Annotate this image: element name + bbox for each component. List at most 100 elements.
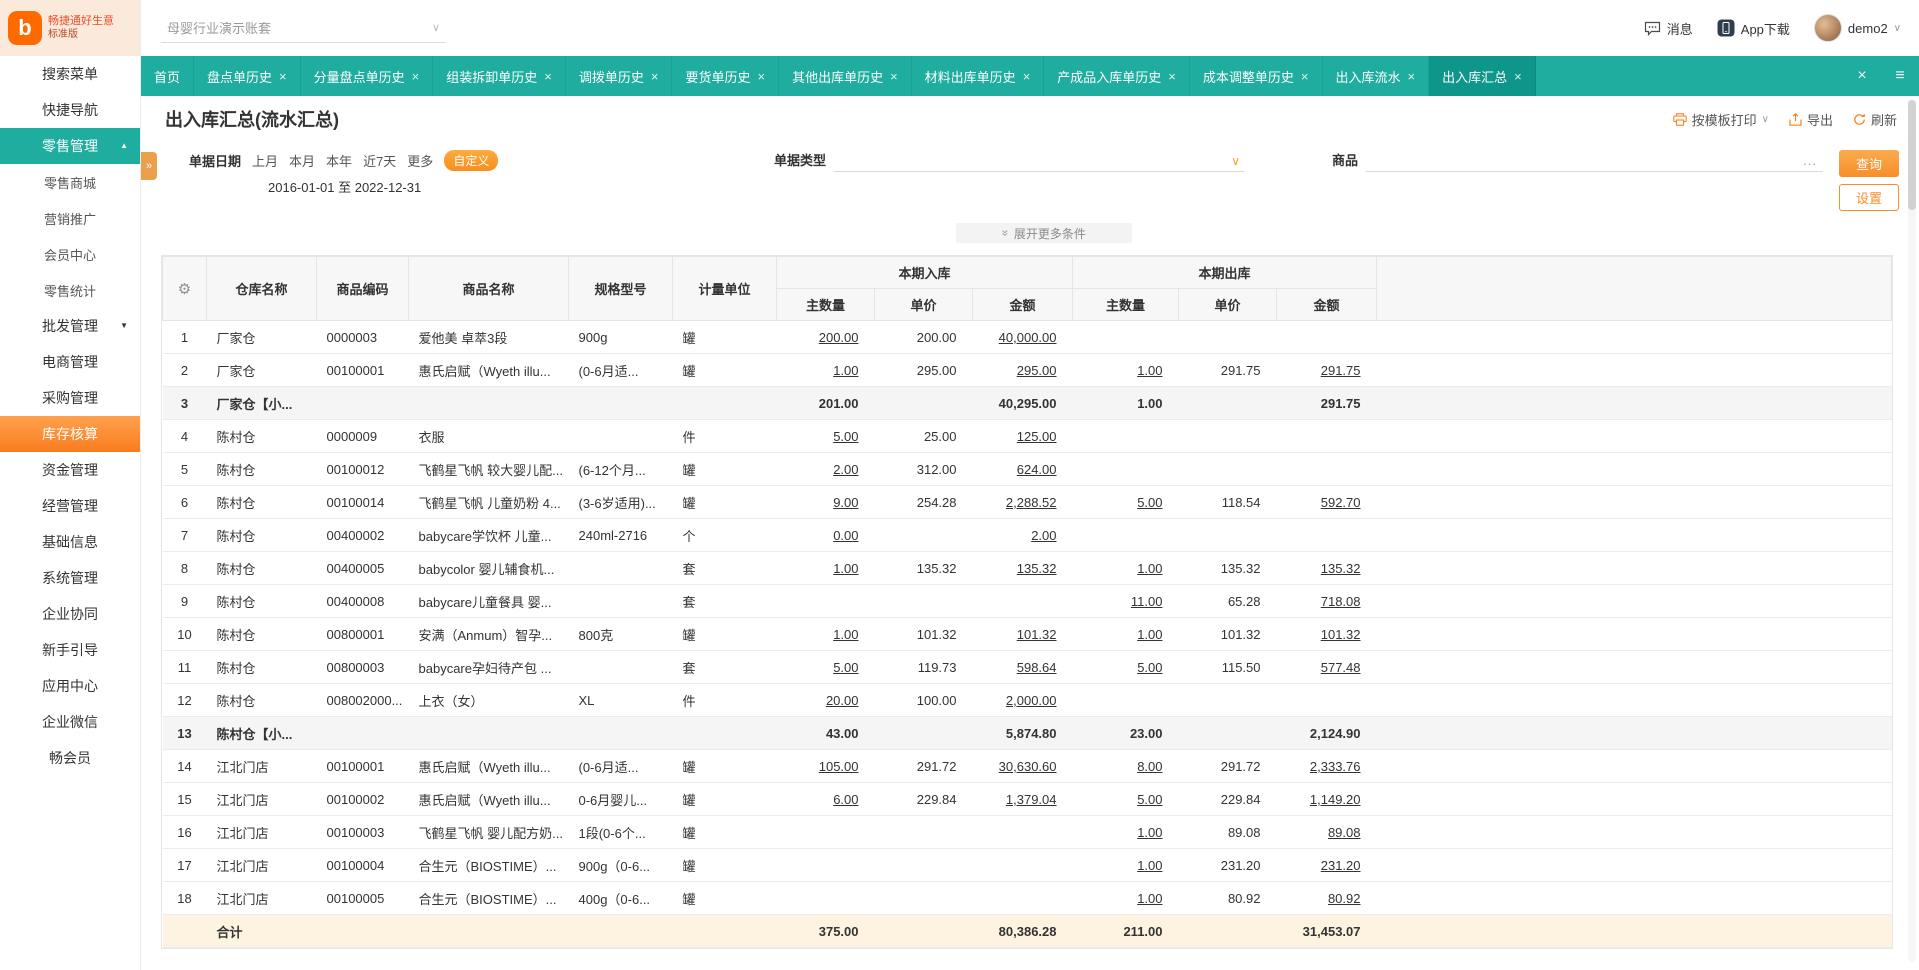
table-row[interactable]: 17 江北门店 00100004 合生元（BIOSTIME）... 900g（0-6..… xyxy=(162,848,1892,882)
value-link[interactable]: 231.20 xyxy=(1320,857,1361,873)
value-link[interactable]: 8.00 xyxy=(1137,758,1163,774)
tab-item[interactable]: 其他出库单历史 × xyxy=(779,56,912,96)
value-link[interactable]: 30,630.60 xyxy=(998,758,1057,774)
value-link[interactable]: 135.32 xyxy=(1016,560,1057,576)
table-row[interactable]: 7 陈村仓 00400002 babycare学饮杯 儿童... 240ml-2716 个… xyxy=(162,518,1892,552)
product-input[interactable]: ... xyxy=(1366,150,1823,172)
date-range-value[interactable]: 2016-01-01 至 2022-12-31 xyxy=(268,180,422,195)
inbound-qty-cell[interactable]: 105.00 xyxy=(776,749,875,783)
outbound-amount-cell[interactable]: 101.32 xyxy=(1276,617,1377,651)
messages-button[interactable]: 消息 xyxy=(1644,19,1693,38)
outbound-amount-cell[interactable]: 89.08 xyxy=(1276,815,1377,849)
gear-icon[interactable]: ⚙ xyxy=(177,280,192,298)
inbound-amount-cell[interactable]: 135.32 xyxy=(972,551,1073,585)
outbound-amount-cell[interactable]: 80.92 xyxy=(1276,881,1377,915)
value-link[interactable]: 0.00 xyxy=(833,527,859,543)
sidebar-item[interactable]: 采购管理 xyxy=(0,380,140,416)
value-link[interactable]: 5.00 xyxy=(1137,659,1163,675)
date-quick-link[interactable]: 更多 xyxy=(407,154,434,169)
col-header-warehouse[interactable]: 仓库名称 xyxy=(206,256,317,321)
sidebar-item[interactable]: 企业微信 xyxy=(0,704,140,740)
value-link[interactable]: 9.00 xyxy=(833,494,859,510)
value-link[interactable]: 1,379.04 xyxy=(1005,791,1057,807)
inbound-amount-cell[interactable]: 1,379.04 xyxy=(972,782,1073,816)
value-link[interactable]: 105.00 xyxy=(818,758,859,774)
outbound-amount-cell[interactable]: 577.48 xyxy=(1276,650,1377,684)
value-link[interactable]: 2,333.76 xyxy=(1309,758,1361,774)
date-quick-link[interactable]: 本年 xyxy=(326,154,353,169)
sidebar-item[interactable]: 营销推广 xyxy=(0,200,140,236)
outbound-qty-cell[interactable]: 8.00 xyxy=(1072,749,1179,783)
value-link[interactable]: 1.00 xyxy=(1137,857,1163,873)
sidebar-item[interactable]: 电商管理 xyxy=(0,344,140,380)
tab-item[interactable]: 出入库流水 × xyxy=(1323,56,1430,96)
sidebar-item[interactable]: 批发管理 ▼ xyxy=(0,308,140,344)
outbound-qty-cell[interactable]: 1.00 xyxy=(1072,353,1179,387)
value-link[interactable]: 1.00 xyxy=(1137,560,1163,576)
value-link[interactable]: 200.00 xyxy=(818,329,859,345)
tab-item[interactable]: 调拨单历史 × xyxy=(566,56,673,96)
sidebar-item[interactable]: 零售管理 ▲ xyxy=(0,128,140,164)
outbound-qty-cell[interactable]: 1.00 xyxy=(1072,881,1179,915)
col-header-name[interactable]: 商品名称 xyxy=(408,256,569,321)
value-link[interactable]: 1.00 xyxy=(833,362,859,378)
value-link[interactable]: 2,000.00 xyxy=(1005,692,1057,708)
col-header-out-amount[interactable]: 金额 xyxy=(1276,288,1377,321)
sidebar-item[interactable]: 新手引导 xyxy=(0,632,140,668)
settings-button[interactable]: 设置 xyxy=(1839,184,1899,211)
outbound-qty-cell[interactable]: 1.00 xyxy=(1072,815,1179,849)
value-link[interactable]: 1.00 xyxy=(833,626,859,642)
total-row[interactable]: 合计 375.00 80,386.28 211.00 31,453.07 xyxy=(162,914,1892,948)
inbound-amount-cell[interactable]: 295.00 xyxy=(972,353,1073,387)
value-link[interactable]: 2.00 xyxy=(1031,527,1057,543)
value-link[interactable]: 1.00 xyxy=(833,560,859,576)
inbound-qty-cell[interactable]: 9.00 xyxy=(776,485,875,519)
outbound-amount-cell[interactable]: 592.70 xyxy=(1276,485,1377,519)
tab-item[interactable]: 出入库汇总 × xyxy=(1429,56,1536,96)
tab-item[interactable]: 要货单历史 × xyxy=(672,56,780,96)
outbound-qty-cell[interactable]: 1.00 xyxy=(1072,848,1179,882)
table-row[interactable]: 10 陈村仓 00800001 安满（Anmum）智孕... 800克罐 1.00 101.… xyxy=(162,617,1892,651)
table-row[interactable]: 5 陈村仓 00100012 飞鹤星飞帆 较大婴儿配... (6-12个月... 罐 2.0… xyxy=(162,452,1892,486)
value-link[interactable]: 718.08 xyxy=(1320,593,1361,609)
tab-close-icon[interactable]: × xyxy=(1407,68,1416,84)
custom-date-badge[interactable]: 自定义 xyxy=(444,150,499,171)
sidebar-item[interactable]: 快捷导航 xyxy=(0,92,140,128)
tab-close-icon[interactable]: × xyxy=(1168,68,1176,84)
table-row[interactable]: 18 江北门店 00100005 合生元（BIOSTIME）... 400g（0-6..… xyxy=(162,881,1892,915)
inbound-qty-cell[interactable]: 6.00 xyxy=(776,782,875,816)
table-row[interactable]: 11 陈村仓 00800003 babycare孕妇待产包 ... 套 5.00 119.7… xyxy=(162,650,1892,684)
value-link[interactable]: 295.00 xyxy=(1016,362,1057,378)
date-quick-link[interactable]: 上月 xyxy=(252,154,279,169)
outbound-qty-cell[interactable]: 5.00 xyxy=(1072,650,1179,684)
value-link[interactable]: 5.00 xyxy=(1137,791,1163,807)
tab-close-icon[interactable]: × xyxy=(544,68,552,84)
inbound-amount-cell[interactable]: 40,000.00 xyxy=(972,320,1073,354)
table-row[interactable]: 6 陈村仓 00100014 飞鹤星飞帆 儿童奶粉 4... (3-6岁适用)... 罐 9… xyxy=(162,485,1892,519)
col-header-in-price[interactable]: 单价 xyxy=(874,288,973,321)
col-header-in-qty[interactable]: 主数量 xyxy=(776,288,875,321)
doc-type-select[interactable]: ∨ xyxy=(834,150,1245,172)
tab-close-icon[interactable]: × xyxy=(1300,68,1309,84)
outbound-qty-cell[interactable]: 5.00 xyxy=(1072,782,1179,816)
value-link[interactable]: 1.00 xyxy=(1137,824,1163,840)
sidebar-item[interactable]: 搜索菜单 xyxy=(0,56,140,92)
inbound-qty-cell[interactable]: 20.00 xyxy=(776,683,875,717)
tab-item[interactable]: 成本调整单历史 × xyxy=(1190,56,1323,96)
value-link[interactable]: 89.08 xyxy=(1327,824,1361,840)
value-link[interactable]: 135.32 xyxy=(1320,560,1361,576)
sidebar-item[interactable]: 库存核算 xyxy=(0,416,140,452)
app-download-button[interactable]: App下载 xyxy=(1717,19,1790,38)
value-link[interactable]: 40,000.00 xyxy=(998,329,1057,345)
date-quick-link[interactable]: 本月 xyxy=(289,154,316,169)
tab-item[interactable]: 产成品入库单历史 × xyxy=(1044,56,1190,96)
value-link[interactable]: 20.00 xyxy=(825,692,859,708)
inbound-qty-cell[interactable]: 1.00 xyxy=(776,353,875,387)
inbound-amount-cell[interactable]: 598.64 xyxy=(972,650,1073,684)
scrollbar-thumb[interactable] xyxy=(1908,100,1916,210)
vertical-scrollbar[interactable] xyxy=(1908,100,1916,962)
table-row[interactable]: 8 陈村仓 00400005 babycolor 婴儿辅食机... 套 1.00 135.3… xyxy=(162,551,1892,585)
outbound-amount-cell[interactable]: 231.20 xyxy=(1276,848,1377,882)
inbound-amount-cell[interactable]: 30,630.60 xyxy=(972,749,1073,783)
subtotal-row[interactable]: 13 陈村仓【小... 43.00 5,874.80 23.00 2,124.90 xyxy=(162,716,1892,750)
